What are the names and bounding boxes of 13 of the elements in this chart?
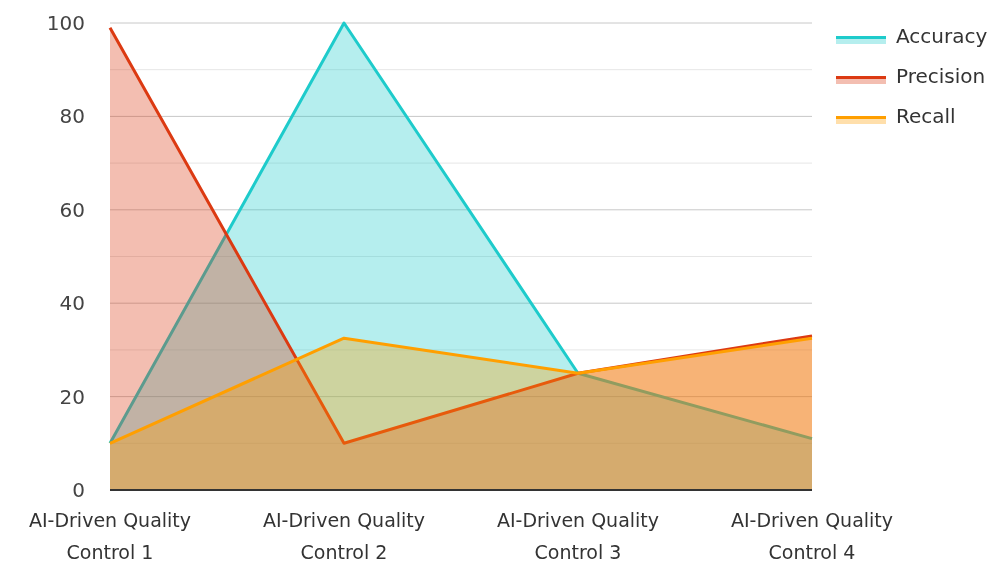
y-tick-label: 60	[59, 197, 85, 222]
legend-label: Recall	[896, 104, 956, 128]
x-tick-label: AI-Driven Quality Control 1	[28, 509, 192, 562]
y-tick-label: 20	[59, 384, 85, 409]
legend-label: Precision	[896, 64, 986, 88]
y-tick-label: 80	[59, 104, 85, 129]
y-tick-label: 0	[72, 478, 85, 502]
x-tick-label: AI-Driven Quality Control 2	[262, 509, 426, 562]
y-tick-label: 40	[59, 291, 85, 316]
y-tick-label: 100	[46, 11, 85, 35]
legend-label: Accuracy	[896, 24, 988, 48]
x-tick-label: AI-Driven Quality Control 4	[730, 509, 894, 562]
x-tick-label: AI-Driven Quality Control 3	[496, 509, 660, 562]
